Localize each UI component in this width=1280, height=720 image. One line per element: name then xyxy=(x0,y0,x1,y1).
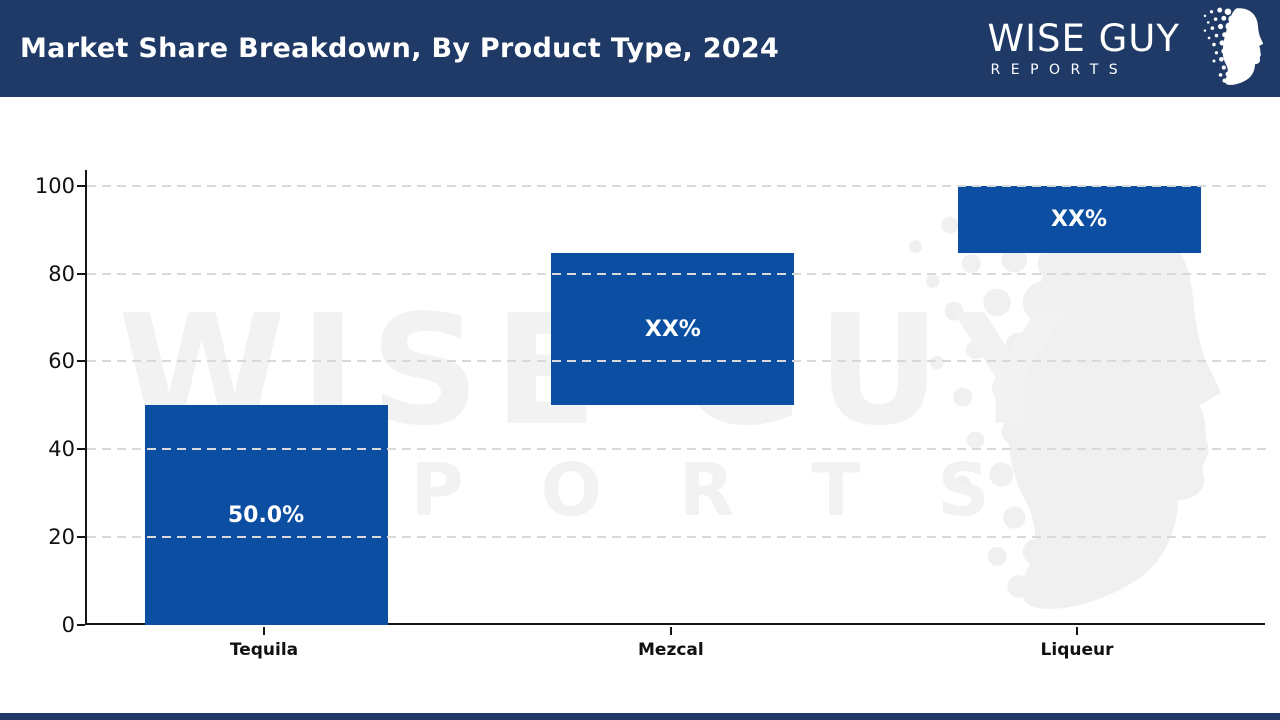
wiseguy-face-watermark-icon xyxy=(795,195,1225,629)
gridline-60 xyxy=(87,360,1267,363)
x-tick-mark-liqueur xyxy=(1076,627,1079,635)
y-tick-label-80: 80 xyxy=(48,261,75,286)
bar-value-label-mezcal: XX% xyxy=(644,316,701,342)
y-tick-mark-80 xyxy=(77,272,85,275)
wiseguy-logo-line1: WISE GUY xyxy=(987,16,1180,60)
x-tick-mark-tequila xyxy=(263,627,265,635)
page-title: Market Share Breakdown, By Product Type,… xyxy=(20,33,780,64)
wiseguy-logo-line2: REPORTS xyxy=(990,61,1129,78)
bar-tequila: 50.0% xyxy=(144,405,388,625)
gridline-40 xyxy=(87,448,1267,451)
y-tick-mark-100 xyxy=(77,184,85,187)
plot-area: 50.0% XX% XX% xyxy=(85,170,1267,625)
x-tick-label-tequila: Tequila xyxy=(229,640,299,660)
bar-value-label-liqueur: XX% xyxy=(1051,206,1107,232)
y-tick-label-100: 100 xyxy=(34,173,75,198)
y-tick-label-60: 60 xyxy=(48,349,75,374)
y-tick-mark-40 xyxy=(77,448,85,451)
footer-bar xyxy=(0,713,1280,720)
x-tick-mark-mezcal xyxy=(669,627,672,635)
gridline-20 xyxy=(87,536,1267,539)
bar-value-label-tequila: 50.0% xyxy=(227,502,305,528)
y-tick-mark-60 xyxy=(77,360,85,363)
wiseguy-face-icon xyxy=(1182,6,1264,92)
y-tick-label-40: 40 xyxy=(48,437,75,462)
wiseguy-logo: WISE GUY REPORTS xyxy=(988,6,1264,92)
wiseguy-logo-text: WISE GUY REPORTS xyxy=(988,20,1180,78)
y-tick-mark-20 xyxy=(77,536,85,539)
y-tick-mark-0 xyxy=(77,624,85,626)
bar-mezcal: XX% xyxy=(551,253,795,406)
x-tick-label-liqueur: Liqueur xyxy=(1040,640,1114,660)
y-tick-label-0: 0 xyxy=(61,613,75,637)
gridline-100 xyxy=(87,184,1267,187)
x-tick-label-mezcal: Mezcal xyxy=(638,640,704,660)
y-tick-label-20: 20 xyxy=(48,525,75,550)
bar-liqueur: XX% xyxy=(957,185,1201,253)
header-bar: Market Share Breakdown, By Product Type,… xyxy=(0,0,1280,97)
gridline-80 xyxy=(87,272,1267,275)
